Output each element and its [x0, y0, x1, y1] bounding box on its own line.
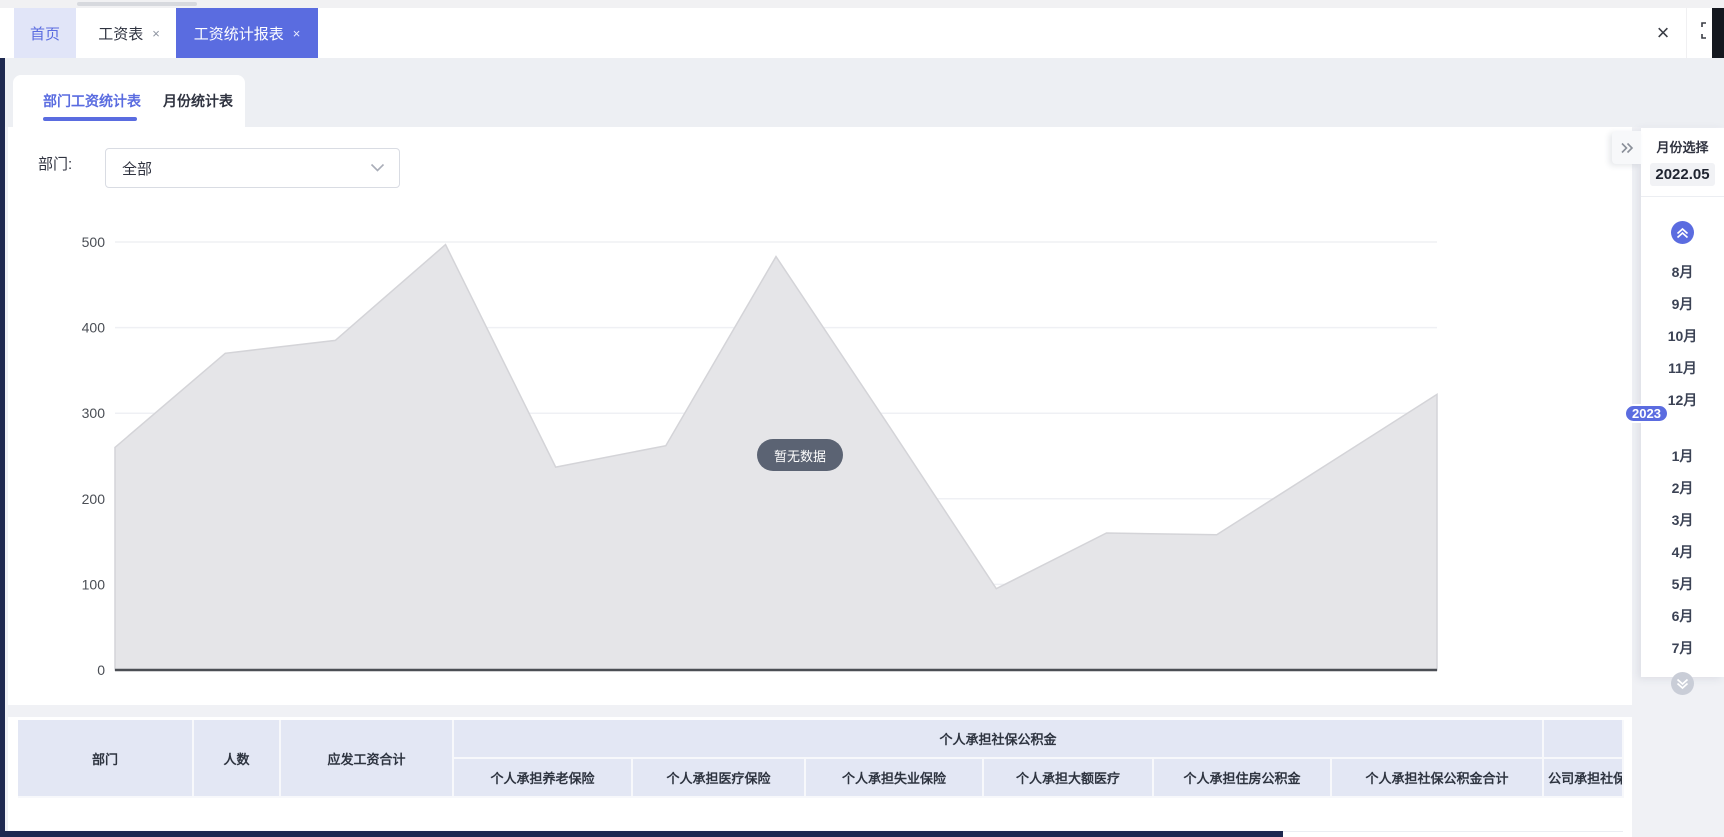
table-cell	[193, 797, 280, 832]
subtab-department-stats[interactable]: 部门工资统计表	[43, 75, 141, 127]
scroll-months-down-button[interactable]	[1671, 672, 1694, 695]
month-item[interactable]: 10月	[1667, 328, 1698, 344]
horizontal-scrollbar-thumb[interactable]	[0, 831, 1283, 837]
y-axis-tick-label: 0	[97, 662, 105, 678]
month-item[interactable]: 7月	[1671, 640, 1694, 656]
table-subheader: 个人承担养老保险	[453, 758, 633, 798]
month-select-panel: 月份选择 2022.05 8月 9月 10月 11月 12月 2023 1月 2月 3月 4月…	[1612, 128, 1724, 695]
subtab-month-stats-label: 月份统计表	[163, 93, 233, 109]
table-cell	[1543, 797, 1624, 832]
area-chart: 500 400 300 200 100 0	[82, 234, 1438, 678]
tab-close-icon[interactable]: ×	[152, 25, 160, 41]
group-header-company-social-security	[1543, 720, 1625, 759]
col-header-gross-pay-total: 应发工资合计	[280, 720, 454, 798]
subtab-month-stats[interactable]: 月份统计表	[163, 75, 233, 127]
panel-header: 月份选择 2022.05	[1641, 128, 1724, 197]
month-panel-title: 月份选择	[1656, 140, 1709, 155]
scroll-indicator[interactable]	[77, 2, 197, 6]
table-subheader: 个人承担社保公积金合计	[1331, 758, 1545, 798]
tab-salary-report-label: 工资统计报表	[193, 25, 284, 43]
tab-salary-report[interactable]: 工资统计报表 ×	[176, 8, 318, 58]
tab-salary-sheet-label: 工资表	[98, 25, 144, 43]
top-scroll-strip	[0, 0, 1724, 8]
active-subtab-underline	[43, 117, 137, 121]
scroll-months-up-button[interactable]	[1671, 221, 1694, 244]
group-header-personal-social-security: 个人承担社保公积金	[453, 720, 1545, 759]
month-list-2022: 8月 9月 10月 11月 12月	[1641, 256, 1724, 416]
tab-salary-sheet[interactable]: 工资表 ×	[88, 8, 170, 58]
month-item[interactable]: 9月	[1671, 296, 1694, 312]
window-edge-strip	[1712, 8, 1724, 58]
month-item[interactable]: 2月	[1671, 480, 1694, 496]
table-cell	[983, 797, 1153, 832]
month-item[interactable]: 3月	[1671, 512, 1694, 528]
chevrons-up-icon	[1676, 227, 1689, 238]
tab-home[interactable]: 首页	[14, 8, 76, 58]
y-axis-tick-label: 300	[82, 405, 106, 421]
current-month-label: 2022.05	[1650, 163, 1715, 186]
subtab-department-stats-label: 部门工资统计表	[43, 93, 141, 109]
table-subheader: 个人承担大额医疗	[983, 758, 1154, 798]
table-subheader: 个人承担失业保险	[805, 758, 984, 798]
table-cell	[632, 797, 805, 832]
table-row	[18, 797, 1624, 832]
no-data-tooltip: 暂无数据	[757, 439, 843, 471]
close-icon: ×	[1656, 20, 1670, 45]
month-item[interactable]: 1月	[1671, 448, 1694, 464]
subtab-band: 下载 刷新	[5, 58, 1724, 169]
col-header-headcount: 人数	[193, 720, 281, 798]
department-select[interactable]: 全部	[105, 148, 400, 188]
chart-card: 部门: 全部 500 400 300 200 100 0 暂无数据	[8, 127, 1632, 705]
y-axis-tick-label: 400	[82, 320, 106, 336]
y-axis-tick-label: 100	[82, 576, 106, 592]
department-select-value: 全部	[122, 160, 153, 178]
month-item[interactable]: 8月	[1671, 264, 1694, 280]
chevron-down-icon	[370, 160, 385, 177]
salary-table-card: 部门 人数 应发工资合计 个人承担社保公积金 个人承担养老保险 个人承担医疗保险个…	[8, 717, 1632, 837]
panel-collapse-button[interactable]	[1612, 131, 1641, 164]
month-item[interactable]: 5月	[1671, 576, 1694, 592]
table-cell	[280, 797, 453, 832]
chevrons-right-icon	[1620, 142, 1633, 153]
salary-statistics-table: 部门 人数 应发工资合计 个人承担社保公积金 个人承担养老保险 个人承担医疗保险个…	[18, 720, 1625, 832]
chevrons-down-icon	[1676, 678, 1689, 689]
month-item[interactable]: 12月	[1667, 392, 1698, 408]
filter-row: 部门: 全部	[8, 127, 1632, 189]
window-close-button[interactable]: ×	[1640, 8, 1686, 58]
month-item[interactable]: 6月	[1671, 608, 1694, 624]
department-filter-label: 部门:	[38, 156, 73, 173]
month-list-2023: 1月 2月 3月 4月 5月 6月 7月	[1641, 440, 1724, 664]
month-item[interactable]: 11月	[1668, 360, 1697, 376]
table-subheader: 个人承担住房公积金	[1153, 758, 1332, 798]
table-cell	[18, 797, 193, 832]
table-cell	[1153, 797, 1331, 832]
table-subheader: 个人承担医疗保险	[632, 758, 806, 798]
col-header-company-partial: 公司承担社保公积金	[1543, 758, 1625, 798]
month-item[interactable]: 4月	[1671, 544, 1694, 560]
tab-bar: 首页 工资表 × 工资统计报表 × ×	[0, 8, 1724, 58]
subtab-card: 部门工资统计表 月份统计表	[13, 75, 245, 127]
left-edge-strip	[0, 58, 5, 837]
table-cell	[453, 797, 632, 832]
table-cell	[1331, 797, 1544, 832]
tab-home-label: 首页	[29, 25, 60, 43]
year-badge: 2023	[1624, 404, 1669, 423]
y-axis-tick-label: 500	[82, 234, 106, 250]
tab-close-icon[interactable]: ×	[292, 25, 301, 41]
col-header-department: 部门	[18, 720, 194, 798]
y-axis-tick-label: 200	[82, 491, 106, 507]
table-cell	[805, 797, 983, 832]
